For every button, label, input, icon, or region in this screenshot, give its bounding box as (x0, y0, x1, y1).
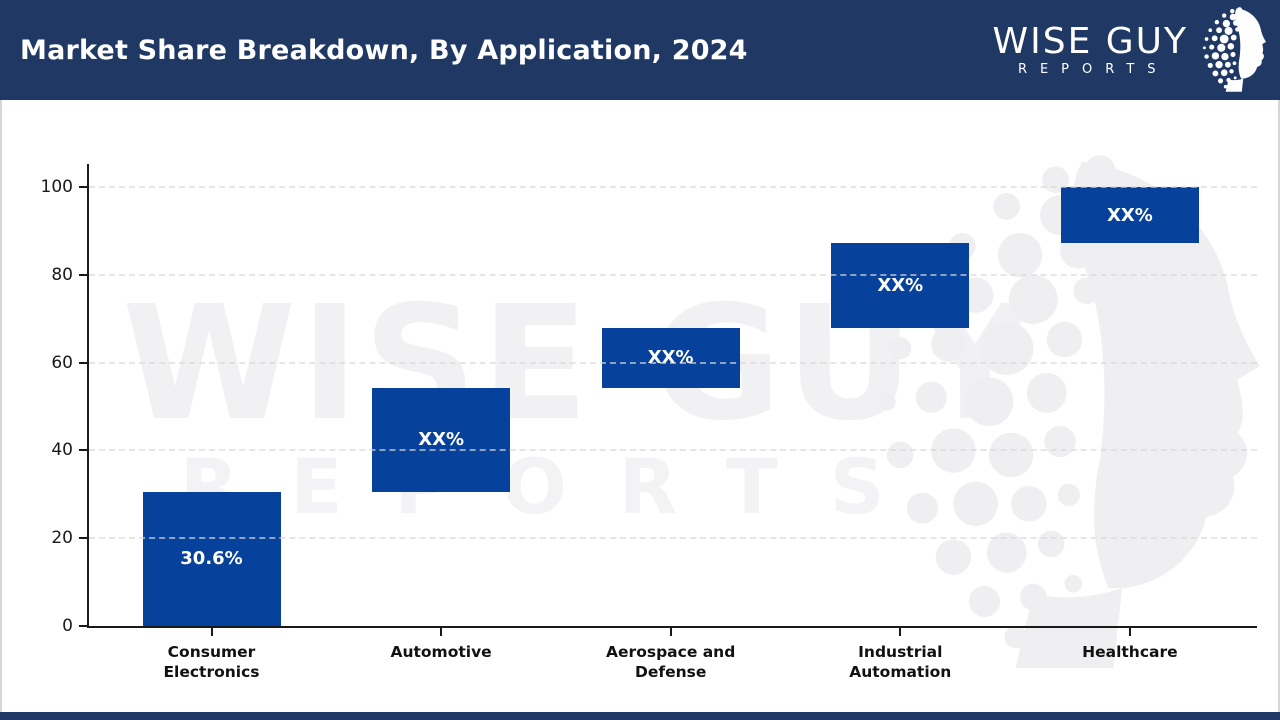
bar-segment: XX% (601, 327, 740, 389)
x-tick-mark (1128, 628, 1131, 636)
bar-value-label: XX% (877, 275, 924, 297)
x-category-label: Aerospace and Defense (606, 643, 736, 682)
footer-bar (0, 712, 1280, 720)
y-tick-label: 20 (51, 528, 73, 549)
watermark-subtitle: REPORTS (180, 442, 937, 531)
y-tick-mark (79, 625, 87, 627)
y-tick-label: 100 (40, 177, 73, 197)
x-tick-mark (210, 628, 213, 636)
y-tick-label: 80 (51, 264, 73, 285)
logo-subtitle: REPORTS (1017, 62, 1169, 78)
brand-logo: WISE GUY REPORTS (993, 0, 1273, 100)
page-title: Market Share Breakdown, By Application, … (20, 34, 748, 66)
x-category-label: Automotive (390, 643, 492, 661)
y-tick-mark (79, 361, 87, 364)
bar-segment: XX% (831, 243, 970, 328)
bar-value-label: 30.6% (180, 548, 243, 570)
gridline (89, 186, 1257, 188)
y-tick-label: 60 (51, 352, 73, 373)
y-tick-mark (79, 449, 87, 452)
bar-value-label: XX% (647, 347, 694, 369)
x-category-label: Consumer Electronics (163, 643, 260, 682)
y-tick-mark (79, 273, 87, 276)
header-bar: Market Share Breakdown, By Application, … (0, 0, 1280, 100)
bar-segment: XX% (372, 388, 511, 492)
x-tick-mark (440, 628, 443, 636)
gridline (89, 537, 1257, 540)
y-tick-label: 40 (51, 440, 73, 461)
bar-segment: 30.6% (142, 491, 281, 626)
gridline (89, 449, 1257, 452)
y-axis-line (87, 164, 89, 628)
logo-text: WISE GUY REPORTS (992, 20, 1189, 78)
x-tick-mark (669, 628, 672, 636)
y-tick-mark (79, 537, 87, 540)
bar-value-label: XX% (1106, 204, 1153, 226)
x-category-label: Healthcare (1082, 643, 1178, 661)
x-axis-line (87, 626, 1257, 628)
wiseguy-head-icon (1202, 7, 1266, 92)
x-tick-mark (899, 628, 902, 636)
gridline (89, 361, 1257, 364)
y-tick-label: 0 (62, 616, 73, 636)
y-tick-mark (79, 186, 87, 188)
logo-wordmark: WISE GUY (992, 20, 1188, 62)
frame-border-left (0, 100, 2, 720)
x-category-label: Industrial Automation (849, 643, 952, 682)
gridline (89, 273, 1257, 276)
bar-value-label: XX% (418, 429, 464, 451)
frame-border-right (1278, 100, 1280, 720)
bar-segment: XX% (1060, 187, 1199, 244)
